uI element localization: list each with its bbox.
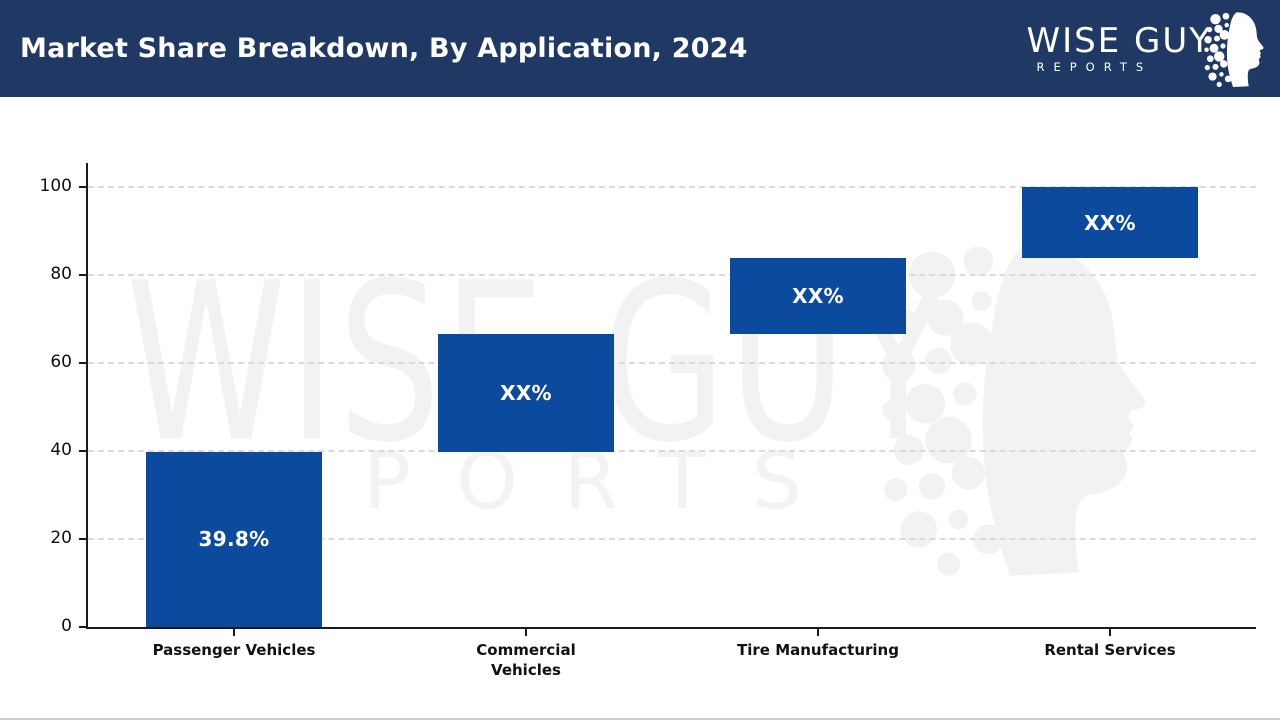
gridline-40 [88,450,1256,452]
y-tickmark-40 [79,450,88,452]
x-tickmark [525,629,527,636]
x-tickmark [233,629,235,636]
bar-chart: 0 20 40 60 80 100 39.8% Passenger Vehicles XX% Co… [0,97,1280,718]
y-tick-label-20: 20 [50,528,72,548]
y-tickmark-20 [79,538,88,540]
chart-area: WISE GUY REPORTS 0 20 40 60 80 100 39.8% Passen… [0,97,1280,718]
wiseguy-logo: WISE GUY REPORTS [1026,8,1280,90]
bar-segment: 39.8% [146,451,322,627]
category-label-line: Tire Manufacturing [737,641,899,659]
category-label: Passenger Vehicles [104,640,364,660]
category-label-line: Passenger Vehicles [152,641,316,659]
y-tick-label-100: 100 [39,176,72,196]
logo-text: WISE GUY REPORTS [1026,24,1212,74]
y-tick-label-40: 40 [50,440,72,460]
logo-tagline: REPORTS [1036,59,1153,74]
category-label: Rental Services [980,640,1240,660]
category-label-line: Commercial [476,641,576,659]
y-tickmark-0 [79,626,88,628]
bar-value-label: XX% [500,380,552,405]
category-label-line: Rental Services [1044,641,1176,659]
bar-value-label: 39.8% [198,527,270,552]
category-label: Commercial Vehicles [396,640,656,680]
gridline-100 [88,186,1256,188]
y-tick-label-80: 80 [50,264,72,284]
bar-value-label: XX% [1084,210,1136,235]
x-tickmark [1109,629,1111,636]
category-label: Tire Manufacturing [688,640,948,660]
page-title: Market Share Breakdown, By Application, … [20,33,748,64]
y-tickmark-100 [79,186,88,188]
x-tickmark [817,629,819,636]
gridline-60 [88,362,1256,364]
y-tick-label-60: 60 [50,352,72,372]
bar-segment: XX% [730,258,906,334]
logo-wordmark: WISE GUY [1026,20,1212,61]
y-tickmark-80 [79,274,88,276]
category-label-line: Vehicles [491,661,561,679]
header: Market Share Breakdown, By Application, … [0,0,1280,97]
gridline-20 [88,538,1256,540]
logo-face-icon [1204,8,1268,90]
y-axis-line [86,163,88,629]
y-tickmark-60 [79,362,88,364]
bar-segment: XX% [1022,187,1198,259]
bar-value-label: XX% [792,284,844,309]
x-axis-line [86,627,1256,629]
bar-segment: XX% [438,333,614,452]
gridline-80 [88,274,1256,276]
y-tick-label-0: 0 [61,616,72,636]
